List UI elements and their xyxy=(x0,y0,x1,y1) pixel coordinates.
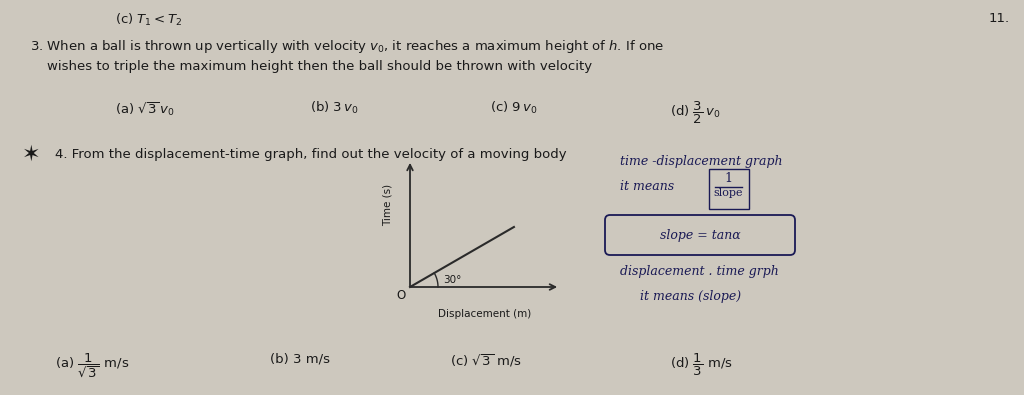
Text: (c) $\sqrt{3}$ m/s: (c) $\sqrt{3}$ m/s xyxy=(450,352,522,369)
Text: time -displacement graph: time -displacement graph xyxy=(620,155,782,168)
Text: Time (s): Time (s) xyxy=(383,184,393,226)
Text: (b) $3\, v_0$: (b) $3\, v_0$ xyxy=(310,100,358,116)
Text: 11.: 11. xyxy=(989,12,1010,25)
Text: (b) 3 m/s: (b) 3 m/s xyxy=(270,352,330,365)
Text: 3. When a ball is thrown up vertically with velocity $v_0$, it reaches a maximum: 3. When a ball is thrown up vertically w… xyxy=(30,38,664,55)
Text: 30°: 30° xyxy=(443,275,462,285)
Text: it means (slope): it means (slope) xyxy=(640,290,741,303)
Text: slope: slope xyxy=(714,188,742,198)
Text: O: O xyxy=(396,289,406,302)
Text: displacement . time grph: displacement . time grph xyxy=(620,265,778,278)
Text: Displacement (m): Displacement (m) xyxy=(438,309,531,319)
Text: (c) $9\, v_0$: (c) $9\, v_0$ xyxy=(490,100,538,116)
Text: (a) $\sqrt{3}\, v_0$: (a) $\sqrt{3}\, v_0$ xyxy=(115,100,175,118)
Text: (a) $\dfrac{1}{\sqrt{3}}$ m/s: (a) $\dfrac{1}{\sqrt{3}}$ m/s xyxy=(55,352,129,380)
Text: it means: it means xyxy=(620,180,674,193)
Text: 1: 1 xyxy=(724,172,732,185)
Text: ✶: ✶ xyxy=(22,145,41,165)
Text: wishes to triple the maximum height then the ball should be thrown with velocity: wishes to triple the maximum height then… xyxy=(30,60,592,73)
Text: 4. From the displacement-time graph, find out the velocity of a moving body: 4. From the displacement-time graph, fin… xyxy=(55,148,566,161)
Text: (d) $\dfrac{3}{2}\, v_0$: (d) $\dfrac{3}{2}\, v_0$ xyxy=(670,100,720,126)
Text: (c) $T_1 < T_2$: (c) $T_1 < T_2$ xyxy=(115,12,182,28)
Text: slope = tanα: slope = tanα xyxy=(659,228,740,241)
Text: (d) $\dfrac{1}{3}$ m/s: (d) $\dfrac{1}{3}$ m/s xyxy=(670,352,733,378)
